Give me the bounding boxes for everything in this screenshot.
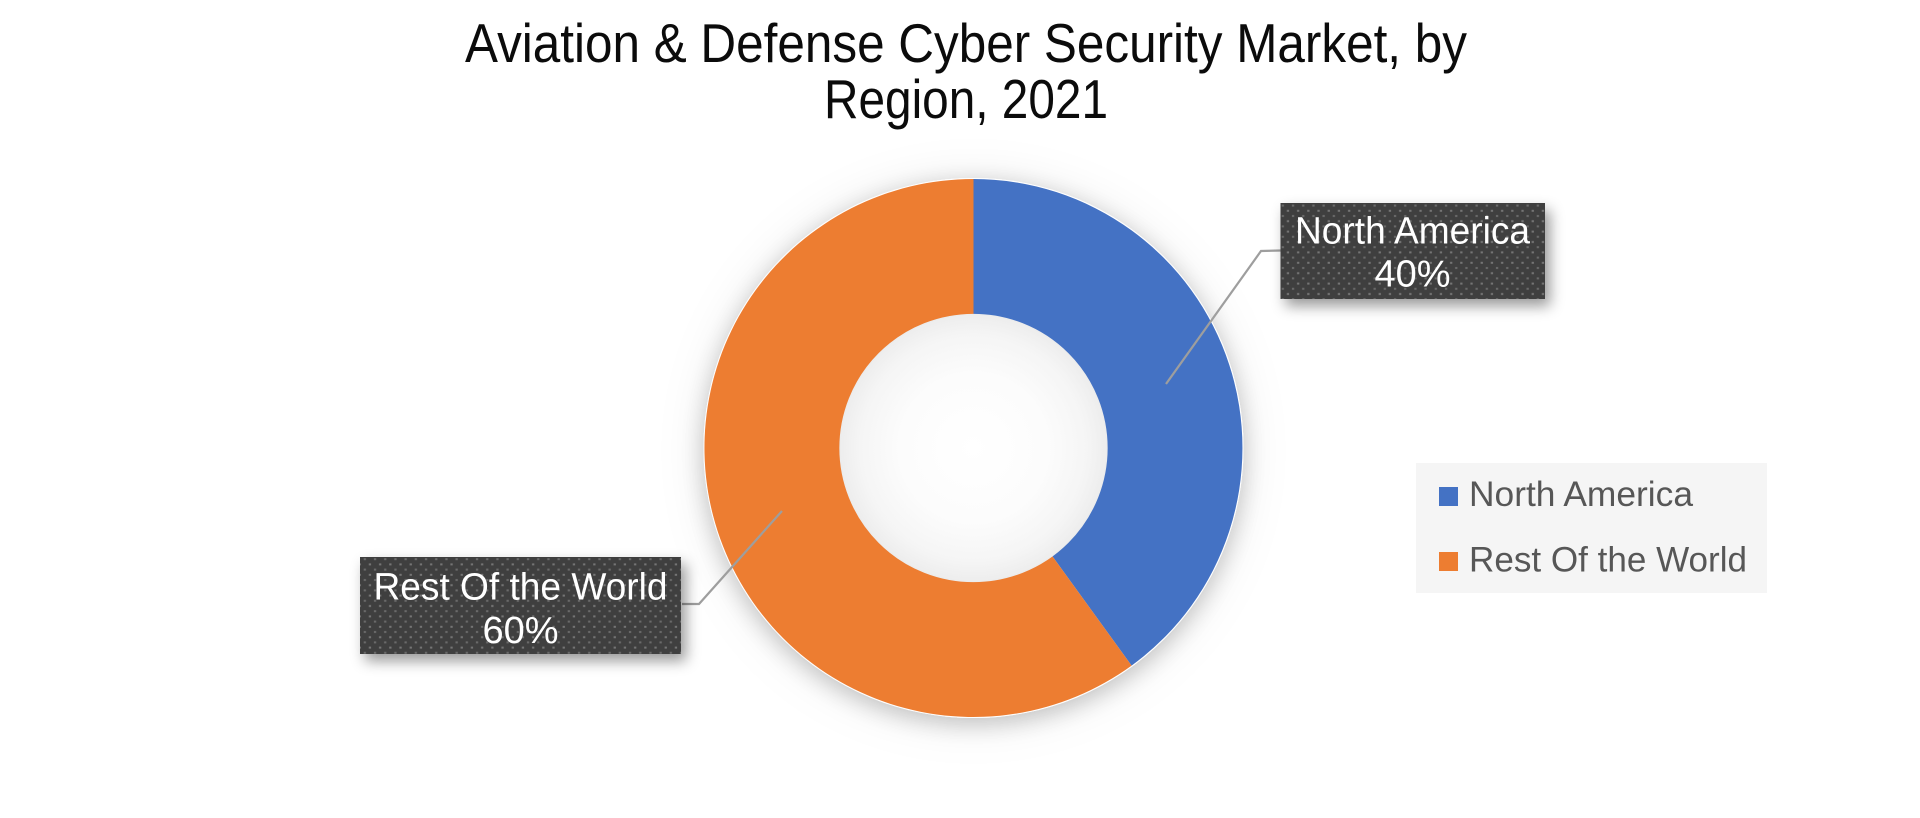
svg-text:Aviation & Defense Cyber Secur: Aviation & Defense Cyber Security Market… (465, 12, 1467, 74)
svg-text:Region, 2021: Region, 2021 (824, 68, 1108, 130)
svg-text:40%: 40% (1374, 254, 1450, 296)
svg-text:Rest Of the World: Rest Of the World (1469, 541, 1747, 580)
svg-text:Rest Of the World: Rest Of the World (374, 567, 668, 609)
svg-text:60%: 60% (482, 610, 558, 652)
svg-text:North America: North America (1469, 475, 1694, 514)
svg-text:North America: North America (1295, 211, 1531, 253)
